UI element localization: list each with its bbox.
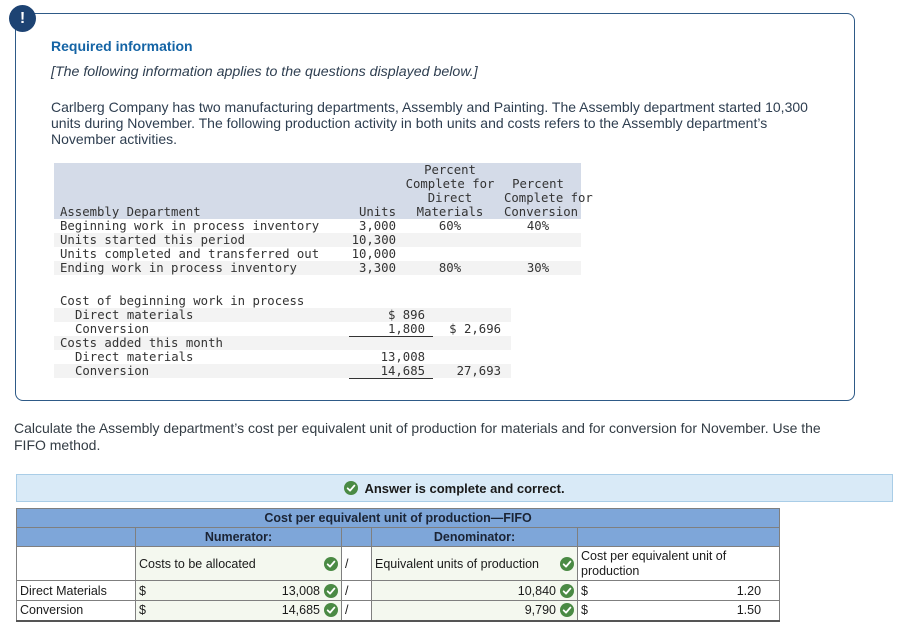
divide-header-cell	[341, 527, 372, 547]
cost-per-eup-table: Cost per equivalent unit of production—F…	[15, 508, 781, 622]
table-title: Cost per equivalent unit of production—F…	[15, 508, 781, 528]
correct-check-icon	[560, 603, 574, 617]
result-value-cell: $ 1.20	[576, 580, 781, 601]
pct-conversion-header-line: Complete for	[504, 191, 593, 205]
units-table-row: Ending work in process inventory 3,300 8…	[54, 261, 581, 275]
pct-materials-header-line: Direct	[427, 191, 473, 205]
row-label-cell	[16, 546, 136, 581]
costs-table: Cost of beginning work in process Direct…	[54, 294, 511, 379]
units-table-header-row: Assembly Department Units Materials Conv…	[54, 205, 581, 219]
correct-check-icon	[560, 584, 574, 598]
numerator-label-cell[interactable]: Costs to be allocated	[135, 546, 342, 581]
required-info-alert-icon: !	[9, 5, 36, 32]
problem-paragraph: Carlberg Company has two manufacturing d…	[51, 99, 808, 147]
units-table: Percent Complete for Percent Direct Comp…	[54, 163, 593, 275]
units-table-header-row: Direct Complete for	[54, 191, 593, 205]
correct-check-icon	[324, 584, 338, 598]
denominator-label-cell[interactable]: Equivalent units of production	[371, 546, 578, 581]
costs-table-row: Costs added this month	[54, 336, 511, 350]
costs-table-row: Conversion 1,800 $ 2,696	[75, 322, 501, 337]
divide-cell: /	[341, 600, 372, 622]
costs-table-row: Cost of beginning work in process	[60, 294, 305, 308]
pct-conversion-header-line: Percent	[512, 177, 564, 191]
costs-table-row: Direct materials $ 896	[54, 308, 511, 322]
required-information-heading: Required information	[51, 38, 193, 54]
answer-status-banner: Answer is complete and correct.	[16, 474, 893, 502]
units-table-header-row: Percent	[54, 163, 581, 177]
result-header: Cost per equivalent unit of production	[576, 546, 781, 581]
denominator-header: Denominator:	[371, 527, 578, 547]
correct-check-icon	[560, 557, 574, 571]
costs-table-row: Direct materials 13,008	[75, 350, 425, 364]
correct-check-icon	[324, 603, 338, 617]
units-table-header-row: Complete for Percent	[54, 177, 581, 191]
required-information-panel: Required information [The following info…	[15, 13, 855, 401]
units-column-header: Units	[358, 205, 396, 219]
question-text: Calculate the Assembly department’s cost…	[14, 420, 821, 453]
corner-cell	[16, 527, 136, 547]
denominator-value-cell[interactable]: 9,790	[371, 600, 578, 622]
numerator-header: Numerator:	[135, 527, 342, 547]
divide-cell: /	[341, 546, 372, 581]
costs-table-row: Conversion 14,685 27,693	[54, 364, 511, 379]
check-circle-icon	[344, 481, 358, 495]
row-label-direct-materials: Direct Materials	[16, 580, 136, 601]
denominator-value-cell[interactable]: 10,840	[371, 580, 578, 601]
units-table-row: Units completed and transferred out 10,0…	[60, 247, 396, 261]
units-table-row: Beginning work in process inventory 3,00…	[60, 219, 550, 233]
applies-note: [The following information applies to th…	[51, 64, 478, 80]
numerator-value-cell[interactable]: $ 13,008	[135, 580, 342, 601]
pct-materials-header-line: Complete for	[405, 177, 495, 191]
pct-materials-header-line: Percent	[424, 163, 476, 177]
pct-conversion-header-line: Conversion	[504, 205, 579, 219]
row-label-conversion: Conversion	[16, 600, 136, 622]
answer-status-text: Answer is complete and correct.	[364, 480, 565, 496]
numerator-value-cell[interactable]: $ 14,685	[135, 600, 342, 622]
units-table-row: Units started this period 10,300	[54, 233, 581, 247]
result-value-cell: $ 1.50	[576, 600, 781, 622]
divide-cell: /	[341, 580, 372, 601]
result-header-cell	[576, 527, 781, 547]
units-table-label-header: Assembly Department	[60, 205, 201, 219]
pct-materials-header-line: Materials	[416, 205, 484, 219]
correct-check-icon	[324, 557, 338, 571]
